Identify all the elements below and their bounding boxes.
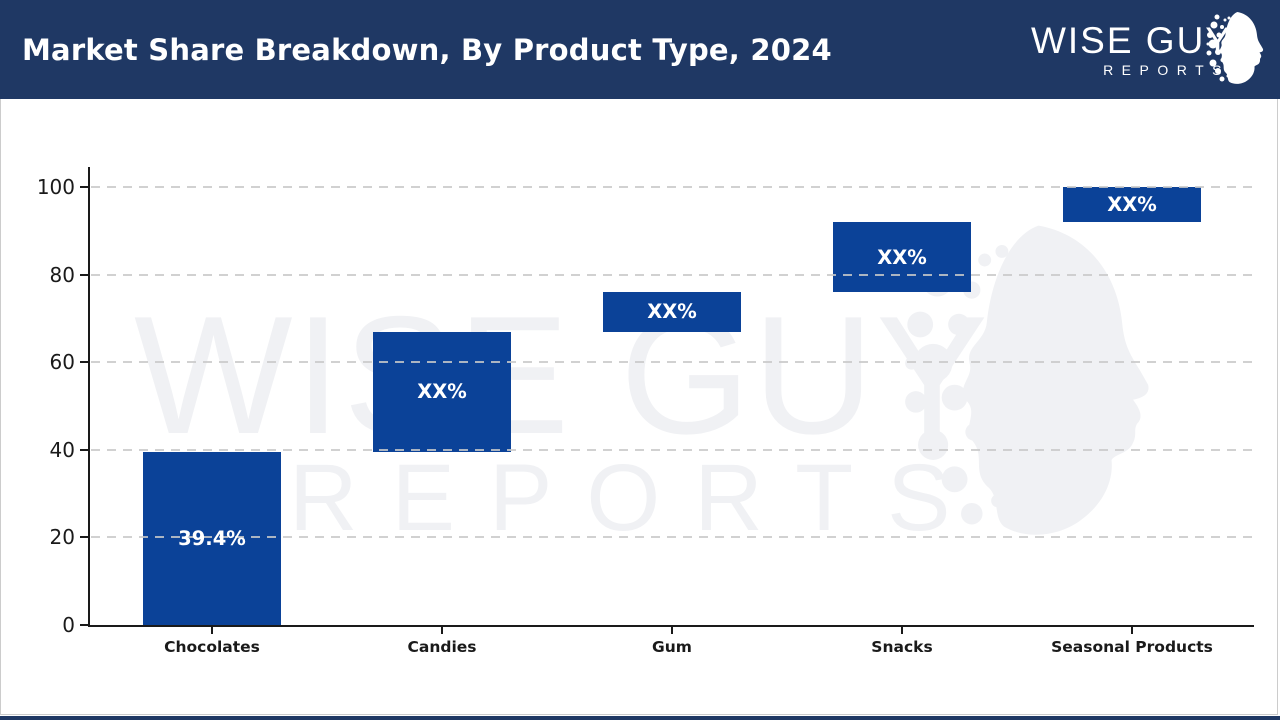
logo-wordmark-line2: REPORTS <box>1103 61 1230 78</box>
x-tick-4 <box>1131 627 1133 634</box>
x-tick-1 <box>441 627 443 634</box>
y-tick-label-100: 100 <box>36 175 75 199</box>
gridline-40 <box>91 448 1254 451</box>
y-tick-100 <box>80 186 88 188</box>
x-tick-2 <box>671 627 673 634</box>
y-tick-60 <box>80 361 88 364</box>
y-tick-label-40: 40 <box>49 437 75 462</box>
dotted-head-icon <box>1206 11 1264 84</box>
chart-panel: WISE GUY REPORTS 0 20 40 60 80 100 39.4% Chocol… <box>0 99 1278 715</box>
bar-value-label: XX% <box>417 380 467 404</box>
x-category-label: Seasonal Products <box>1051 638 1213 656</box>
bar-snacks <box>833 222 971 293</box>
x-category-label: Chocolates <box>164 638 260 656</box>
x-axis-line <box>88 625 1254 627</box>
bar-value-label: XX% <box>1107 193 1157 217</box>
x-tick-0 <box>211 627 213 634</box>
gridline-20 <box>91 536 1254 539</box>
waterfall-chart: WISE GUY REPORTS 0 20 40 60 80 100 39.4% Chocol… <box>1 99 1279 715</box>
bar-value-label: XX% <box>647 300 697 324</box>
gridline-100 <box>91 186 1254 188</box>
logo-wordmark: WISE GUY REPORTS <box>1031 22 1232 78</box>
y-tick-label-80: 80 <box>49 262 75 287</box>
logo-wordmark-line1: WISE GUY <box>1030 19 1232 61</box>
watermark-wordmark-line1: WISE GUY <box>134 281 991 469</box>
y-tick-40 <box>80 448 88 451</box>
y-tick-20 <box>80 536 88 539</box>
y-tick-0 <box>80 624 88 626</box>
y-tick-label-0: 0 <box>62 613 75 637</box>
y-tick-label-20: 20 <box>49 525 75 550</box>
gridline-80 <box>91 273 1254 276</box>
x-category-label: Candies <box>407 638 477 656</box>
gridline-60 <box>91 361 1254 364</box>
bar-candies <box>373 331 511 453</box>
x-category-label: Gum <box>652 638 692 656</box>
bar-value-label: XX% <box>877 245 927 269</box>
bar-value-label: 39.4% <box>178 527 246 551</box>
y-tick-label-60: 60 <box>49 350 75 375</box>
bar-gum <box>603 292 741 332</box>
page-title: Market Share Breakdown, By Product Type,… <box>22 32 832 67</box>
wise-guy-reports-logo: WISE GUY REPORTS <box>1031 10 1266 90</box>
watermark-wordmark-line2: REPORTS <box>289 445 985 551</box>
footer-accent-strip <box>0 716 1280 720</box>
x-category-label: Snacks <box>871 638 933 656</box>
y-axis-line <box>88 167 90 627</box>
header-bar: Market Share Breakdown, By Product Type,… <box>0 0 1280 99</box>
bar-seasonal-products <box>1063 187 1201 223</box>
bar-chocolates <box>143 452 281 625</box>
x-tick-3 <box>901 627 903 634</box>
y-tick-80 <box>80 273 88 276</box>
